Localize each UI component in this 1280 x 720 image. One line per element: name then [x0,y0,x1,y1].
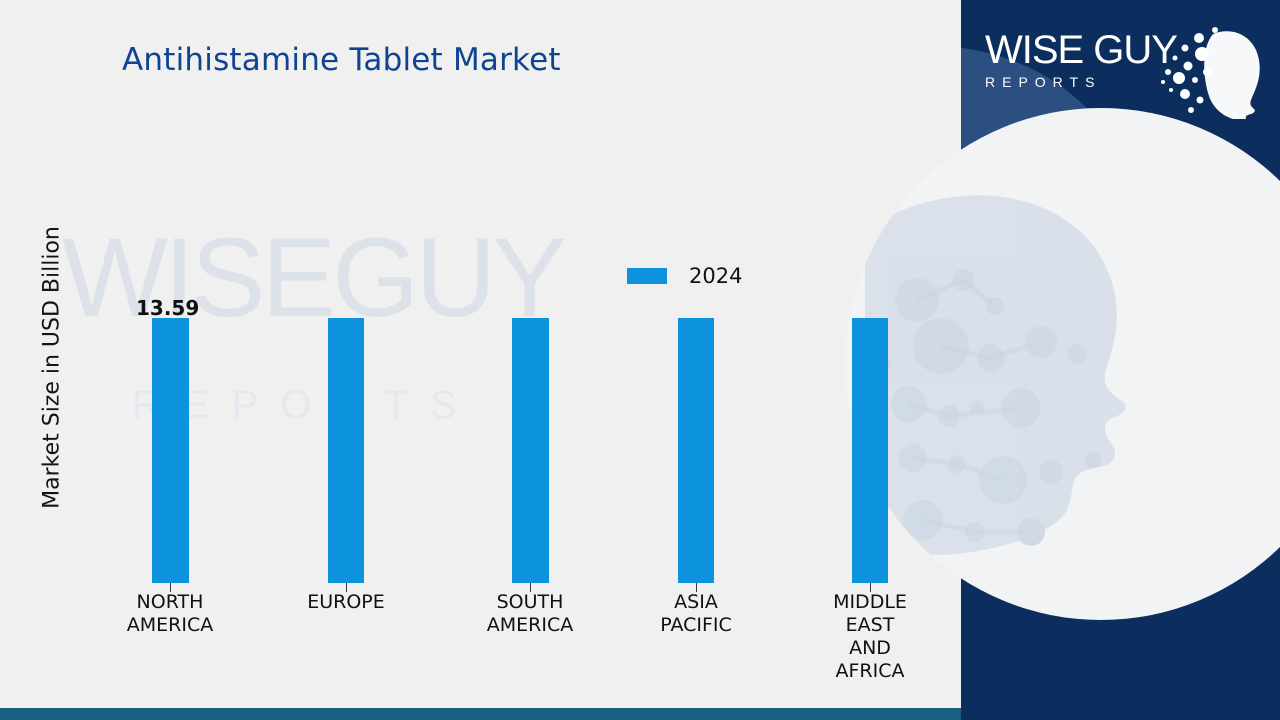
bar-middle-east-and-africa[interactable] [852,318,888,583]
logo-word-wise: WISE [985,28,1084,72]
bar-asia-pacific[interactable] [678,318,714,583]
bar-europe[interactable] [328,318,364,583]
x-label-south-america: SOUTH AMERICA [486,591,574,636]
bar-chart: Market Size in USD Billion 13.59 NORTH A… [39,226,907,682]
legend-label-2024: 2024 [689,264,743,288]
wiseguy-reports-logo: WISE GUY REPORTS [985,27,1260,119]
x-tick-1 [346,583,347,592]
x-label-middle-east-and-africa: MIDDLE EAST AND AFRICA [833,591,907,682]
logo-wordmark: WISE GUY [985,28,1260,72]
x-label-north-america: NORTH AMERICA [126,591,214,636]
page-title: Antihistamine Tablet Market [122,42,561,78]
x-tick-4 [870,583,871,592]
x-label-europe: EUROPE [307,591,385,613]
logo-head-dots-icon [1161,27,1260,119]
x-tick-0 [170,583,171,592]
chart-legend: 2024 [627,264,742,288]
logo-word-guy: GUY [1093,28,1178,72]
x-tick-3 [696,583,697,592]
bar-south-america[interactable] [512,318,549,583]
bar-north-america[interactable] [152,318,189,583]
legend-swatch-2024 [627,268,667,284]
y-axis-label: Market Size in USD Billion [39,226,65,509]
footer-strip [0,708,961,720]
x-tick-2 [530,583,531,592]
logo-subtext: REPORTS [985,74,1102,90]
x-label-asia-pacific: ASIA PACIFIC [660,591,732,636]
molecule-pattern [845,108,1280,620]
bar-value-north-america: 13.59 [136,296,200,320]
